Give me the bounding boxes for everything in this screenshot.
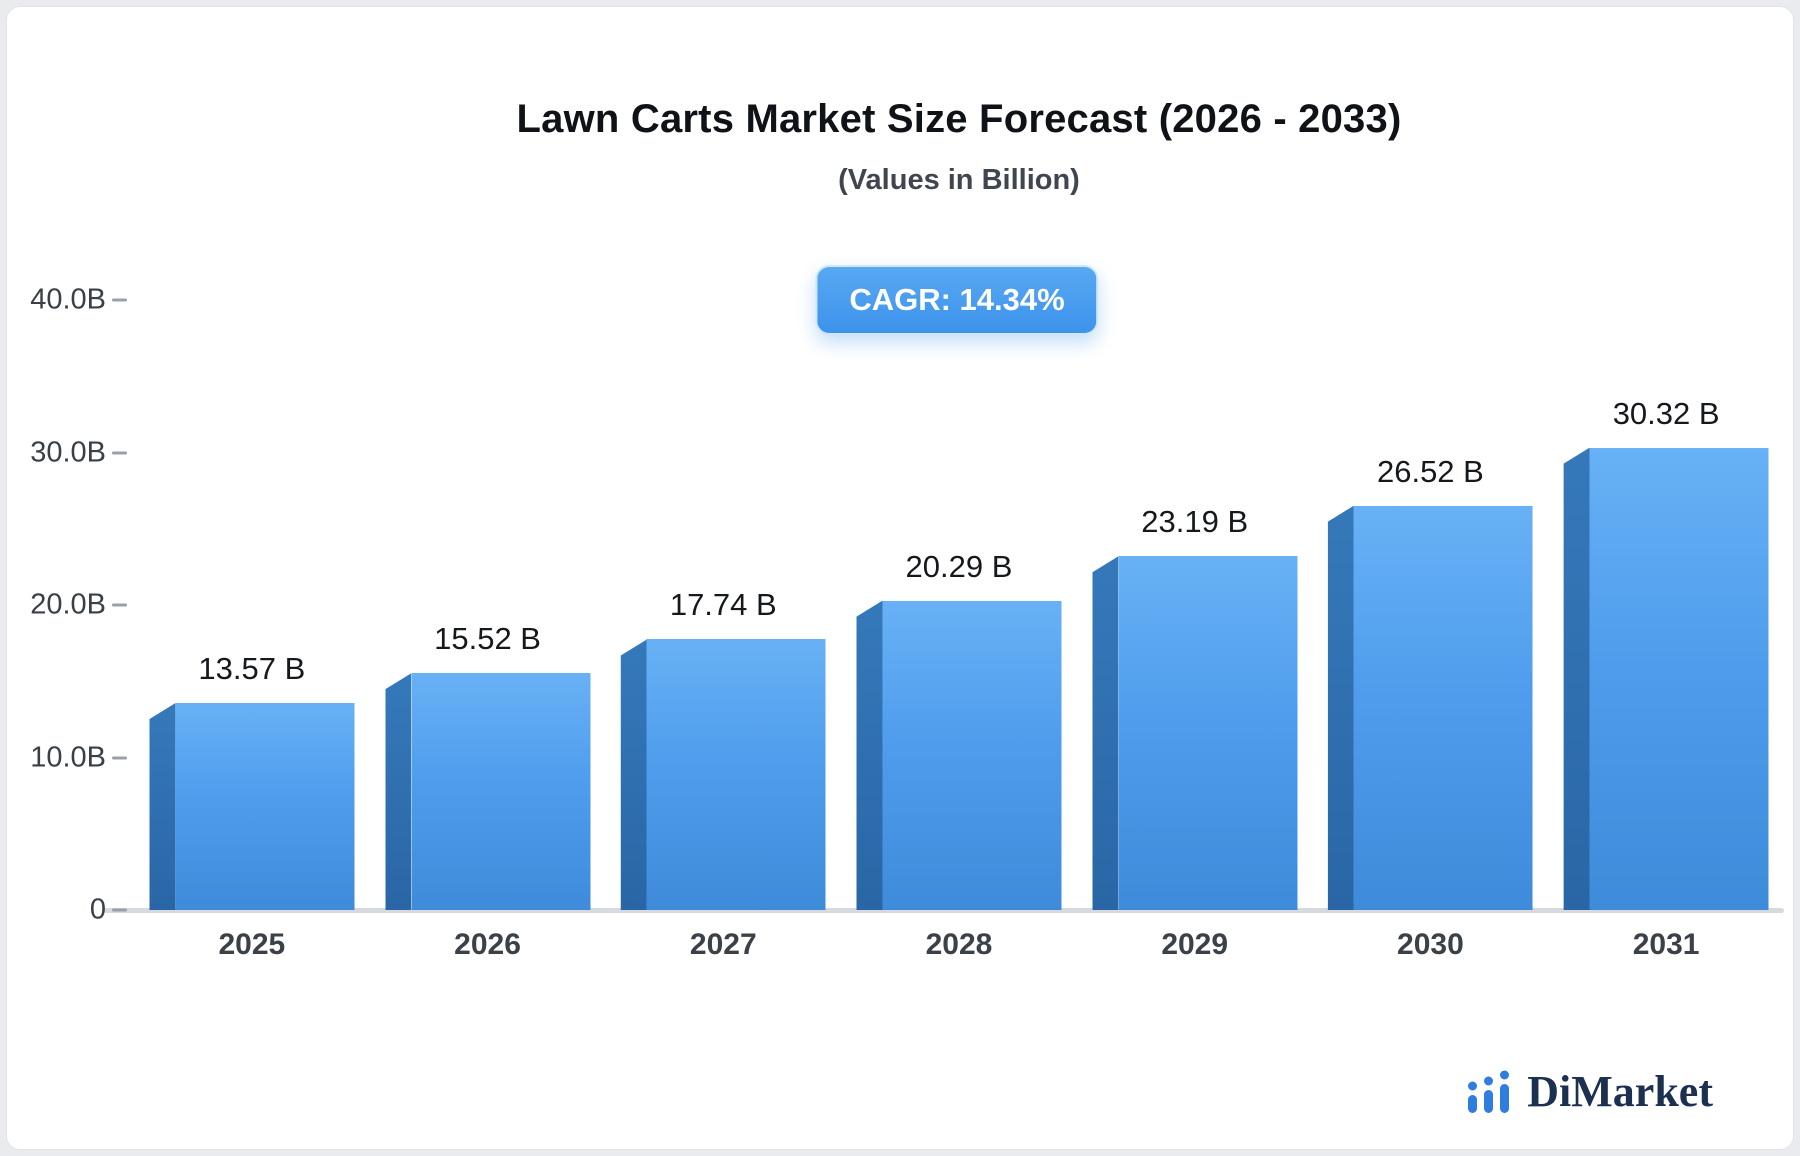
chart-subtitle: (Values in Billion) <box>838 164 1080 196</box>
bar-slot-2030: 26.52 B 2030 <box>1313 300 1549 961</box>
y-tick-label-20.0B: 20.0B <box>30 588 106 621</box>
y-tick-mark <box>112 756 127 759</box>
bar-slot-2031: 30.32 B 2031 <box>1548 300 1784 961</box>
bar-slot-2029: 23.19 B 2029 <box>1077 300 1313 961</box>
bar-2028 <box>856 600 1062 910</box>
bar-2031 <box>1563 447 1769 910</box>
bar-front-face <box>646 639 826 910</box>
bar-side-face <box>1327 505 1354 910</box>
y-tick-mark <box>112 298 127 302</box>
bar-side-face <box>1092 556 1119 910</box>
dimarket-logo: DiMarket <box>1463 1065 1713 1117</box>
bar-front-face <box>882 600 1062 910</box>
y-tick-mark <box>112 603 127 607</box>
bar-slot-2025: 13.57 B 2025 <box>134 300 370 961</box>
bar-slot-2028: 20.29 B 2028 <box>841 300 1077 961</box>
y-tick-label-10.0B: 10.0B <box>30 741 106 773</box>
bar-front-face <box>1353 505 1533 910</box>
value-label-2027: 17.74 B <box>669 587 777 623</box>
y-tick-label-40.0B: 40.0B <box>30 283 106 316</box>
x-axis-label-2027: 2027 <box>689 928 757 961</box>
value-label-2026: 15.52 B <box>434 621 541 657</box>
chart-card: Lawn Carts Market Size Forecast (2026 - … <box>6 6 1794 1150</box>
y-tick-mark <box>112 908 127 912</box>
bar-slot-2026: 15.52 B 2026 <box>370 300 606 961</box>
y-tick-label-0: 0 <box>89 893 106 926</box>
dimarket-logo-text: DiMarket <box>1527 1066 1713 1116</box>
value-label-2031: 30.32 B <box>1612 395 1720 431</box>
x-axis-line <box>104 908 1784 913</box>
chart-header: Lawn Carts Market Size Forecast (2026 - … <box>134 97 1784 197</box>
x-axis-label-2026: 2026 <box>454 928 521 961</box>
bar-2030 <box>1327 505 1533 910</box>
bar-side-face <box>1563 447 1590 910</box>
bar-side-face <box>149 703 176 910</box>
bar-2029 <box>1092 556 1298 910</box>
y-tick-label-30.0B: 30.0B <box>30 436 106 468</box>
value-label-2029: 23.19 B <box>1141 504 1249 540</box>
bar-2027 <box>620 639 826 910</box>
x-axis-label-2028: 2028 <box>925 928 993 961</box>
bar-side-face <box>385 673 412 910</box>
chart-title: Lawn Carts Market Size Forecast (2026 - … <box>516 97 1402 141</box>
x-axis-label-2031: 2031 <box>1632 928 1700 961</box>
x-axis-label-2025: 2025 <box>218 928 286 961</box>
bar-side-face <box>620 639 647 910</box>
x-axis-label-2030: 2030 <box>1397 928 1464 961</box>
bar-front-face <box>1589 447 1769 910</box>
mini-bar-chart-icon <box>1463 1065 1515 1117</box>
cagr-badge: CAGR: 14.34% <box>815 265 1099 335</box>
value-label-2030: 26.52 B <box>1376 453 1484 489</box>
bar-front-face <box>411 673 591 910</box>
plot-area: 40.0B 30.0B 20.0B 10.0B 0 13.57 B 2025 15.52 B 2… <box>30 284 1784 961</box>
bar-2026 <box>385 673 591 910</box>
bar-front-face <box>175 703 355 910</box>
x-axis-label-2029: 2029 <box>1161 928 1229 961</box>
bar-side-face <box>856 600 883 910</box>
value-label-2028: 20.29 B <box>905 548 1013 584</box>
bar-slot-2027: 17.74 B 2027 <box>605 300 841 961</box>
bar-2025 <box>149 703 355 910</box>
y-tick-mark <box>112 451 127 454</box>
value-label-2025: 13.57 B <box>198 651 306 687</box>
bar-front-face <box>1118 556 1298 910</box>
